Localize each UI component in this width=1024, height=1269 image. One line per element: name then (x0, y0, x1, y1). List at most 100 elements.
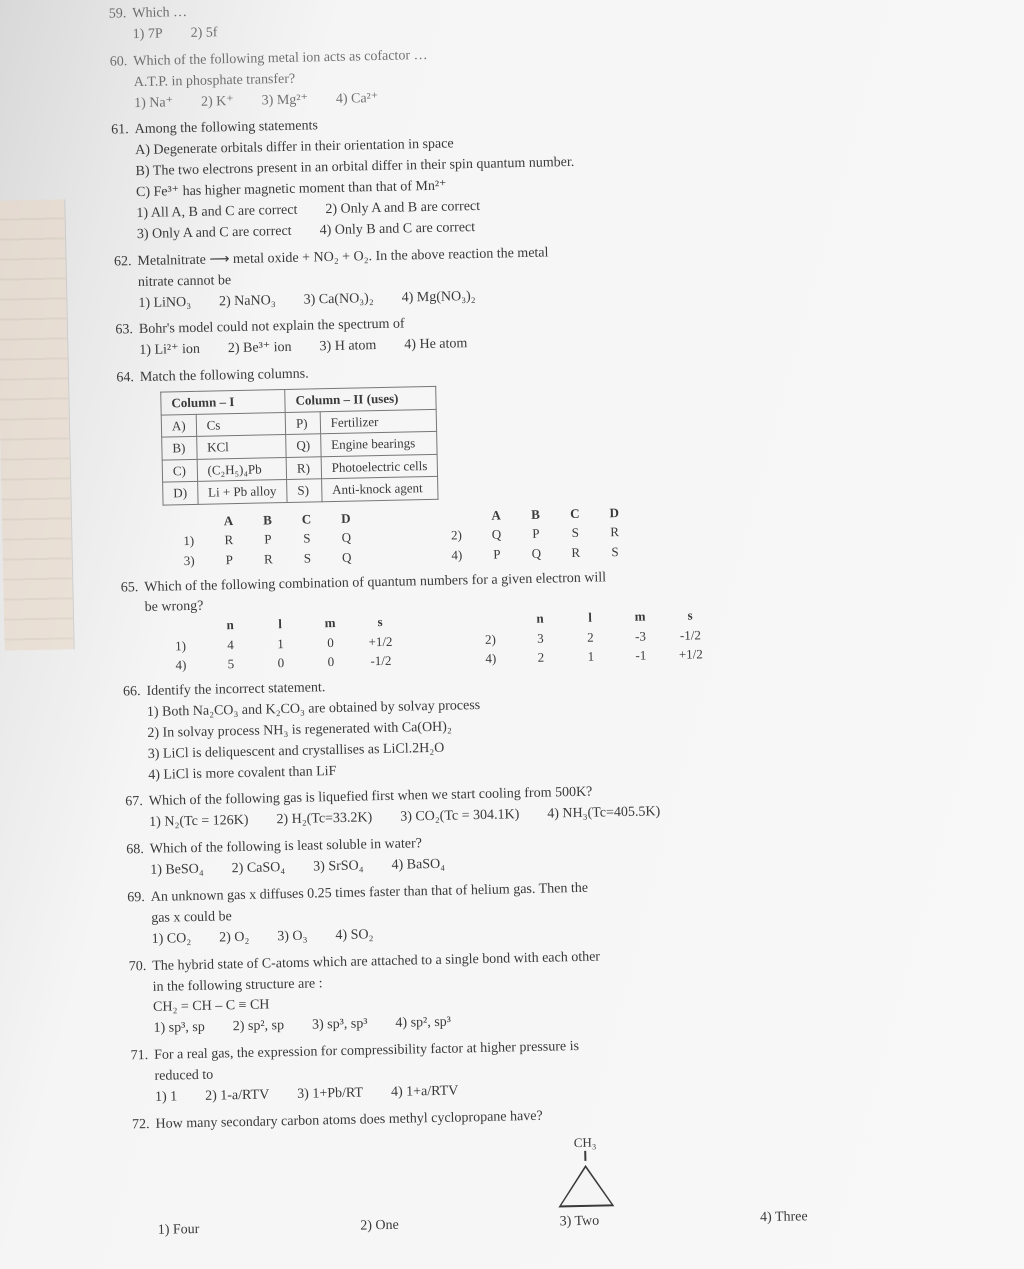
opt: 1) sp³, sp (153, 1019, 205, 1039)
opt: 1) Na⁺ (134, 94, 173, 114)
opt: 3) CO₂(Tc = 304.1K) (400, 806, 519, 827)
rn: 1) (175, 637, 186, 655)
val: +1/2 (368, 633, 392, 651)
qtext: Which … (132, 5, 187, 21)
opt: 4) Three (760, 1209, 808, 1229)
opt: 1) 1 (155, 1088, 178, 1107)
question-71: 71. For a real gas, the expression for c… (112, 1029, 1013, 1109)
opt: 2) NaNO₃ (219, 292, 276, 312)
qnum: 59. (90, 5, 126, 25)
val: P (493, 545, 501, 563)
hdr: A (491, 506, 501, 524)
hdr: m (324, 614, 335, 632)
opt: 4) NH₃(Tc=405.5K) (547, 804, 660, 825)
opt: 4) Ca²⁺ (336, 90, 379, 110)
cell: P) (285, 411, 320, 434)
val: +1/2 (679, 646, 703, 664)
qtext: Among the following statements (135, 119, 318, 138)
qnum: 69. (109, 889, 145, 909)
qnum: 65. (102, 579, 138, 599)
hdr: l (278, 615, 282, 633)
opt-n: 3) (184, 552, 195, 570)
hdr: n (536, 610, 544, 628)
val: 1 (277, 635, 284, 653)
val: -1 (635, 647, 646, 665)
exam-page: 59. Which … 1) 7P 2) 5f 60. Which of the… (90, 0, 1016, 1250)
hdr: l (588, 609, 592, 627)
cell: A) (161, 414, 196, 437)
opt: 2) sp², sp (233, 1017, 285, 1037)
opt: 3) sp³, sp³ (312, 1016, 368, 1036)
val: 4 (227, 636, 234, 654)
val: S (571, 524, 579, 542)
opt: 4) sp², sp³ (395, 1014, 451, 1034)
val: 0 (327, 653, 334, 671)
val: Q (341, 529, 351, 547)
match-opts-right: 2)4) AQP BPQ CSR DRS (450, 504, 620, 564)
cell: KCl (196, 435, 286, 459)
cell: S) (287, 479, 322, 502)
cell: Photoelectric cells (321, 454, 438, 479)
val: R (610, 523, 619, 541)
cell: Anti-knock agent (321, 477, 438, 502)
opt: 2) One (360, 1217, 399, 1237)
opt: 2) Be³⁺ ion (228, 339, 292, 359)
val: 3 (537, 629, 544, 647)
qnum: 63. (97, 322, 133, 342)
rn: 2) (485, 630, 496, 648)
val: P (264, 531, 272, 549)
val: 5 (228, 656, 235, 674)
opt: 2) O₂ (219, 929, 250, 949)
opt: 3) SrSO₄ (313, 858, 364, 878)
question-72: 72. How many secondary carbon atoms does… (113, 1098, 1015, 1242)
question-70: 70. The hybrid state of C-atoms which ar… (110, 940, 1012, 1040)
qnum: 62. (95, 253, 131, 273)
cell: (C₂H₅)₄Pb (197, 457, 287, 481)
question-62: 62. Metalnitrate ⟶ metal oxide + NO₂ + O… (95, 235, 996, 315)
val: P (532, 525, 540, 543)
qnum: 61. (93, 122, 129, 142)
cell: D) (163, 482, 198, 505)
opt: 3) Mg²⁺ (262, 91, 309, 111)
opt: 2) H₂(Tc=33.2K) (276, 810, 372, 831)
opt: 4) SO₂ (335, 926, 373, 946)
val: 2 (537, 649, 544, 667)
val: Q (492, 526, 502, 544)
qnum: 70. (110, 958, 146, 978)
opt: 4) 1+a/RTV (391, 1082, 459, 1102)
hdr: m (634, 608, 645, 626)
opt-n: 4) (451, 546, 462, 564)
match-opts-left: 1)3) ARP BPR CSS DQQ (183, 510, 352, 570)
val: R (571, 544, 580, 562)
opt: 3) H atom (319, 337, 376, 357)
cell: Fertilizer (320, 409, 437, 434)
val: S (611, 543, 619, 561)
opt: 1) CO₂ (152, 930, 192, 950)
opt: 4) BaSO₄ (391, 856, 445, 876)
val: P (225, 551, 233, 569)
qtext: Identify the incorrect statement. (146, 680, 325, 699)
hdr: B (531, 506, 540, 524)
question-69: 69. An unknown gas x diffuses 0.25 times… (109, 871, 1010, 951)
hdr: A (224, 512, 234, 530)
qn-left: 1)4) n45 l10 m00 s+1/2-1/2 (165, 613, 396, 674)
cell: R) (286, 457, 321, 480)
opt: 1) All A, B and C are correct (136, 202, 297, 224)
col1-header: Column – I (161, 390, 286, 415)
val: 1 (587, 648, 594, 666)
opt: 3) 1+Pb/RT (297, 1084, 363, 1104)
question-64: 64. Match the following columns. Column … (98, 351, 1002, 571)
opt: 2) 1-a/RTV (205, 1086, 269, 1106)
qnum: 66. (104, 683, 140, 703)
cell: C) (162, 459, 197, 482)
bond-icon (584, 1151, 586, 1161)
qtext: Metalnitrate ⟶ metal oxide + NO₂ + O₂. I… (137, 245, 548, 269)
qtext: Bohr's model could not explain the spect… (139, 317, 405, 338)
val: 2 (587, 628, 594, 646)
opt: 3) Only A and C are correct (137, 223, 292, 245)
val: -1/2 (680, 626, 701, 644)
hdr: B (263, 511, 272, 529)
mol-label: CH₃ (574, 1134, 597, 1149)
val: S (303, 530, 311, 548)
opt: 1) BeSO₄ (150, 861, 204, 881)
